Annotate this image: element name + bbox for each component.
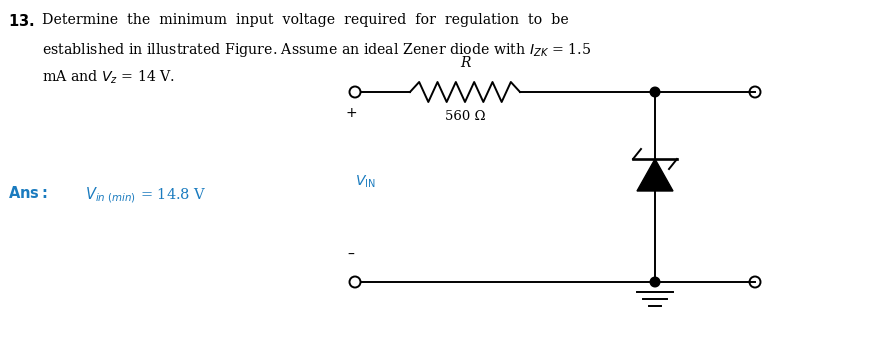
Circle shape bbox=[650, 87, 660, 97]
Text: $\mathbf{Ans:}$: $\mathbf{Ans:}$ bbox=[8, 185, 47, 201]
Circle shape bbox=[650, 277, 660, 287]
Polygon shape bbox=[637, 159, 673, 191]
Text: –: – bbox=[348, 248, 355, 262]
Text: mA and $\mathit{V}_z$ = 14 V.: mA and $\mathit{V}_z$ = 14 V. bbox=[42, 69, 175, 86]
Text: Determine  the  minimum  input  voltage  required  for  regulation  to  be: Determine the minimum input voltage requ… bbox=[42, 13, 569, 27]
Text: R: R bbox=[460, 56, 470, 70]
Text: $\mathit{V}_{in\ (min)}$ = 14.8 V: $\mathit{V}_{in\ (min)}$ = 14.8 V bbox=[85, 185, 207, 205]
Text: 560 Ω: 560 Ω bbox=[445, 110, 485, 123]
Text: $\mathbf{13.}$: $\mathbf{13.}$ bbox=[8, 13, 34, 29]
Text: +: + bbox=[345, 106, 357, 120]
Text: $\mathit{V}_{\mathrm{IN}}$: $\mathit{V}_{\mathrm{IN}}$ bbox=[355, 174, 376, 190]
Text: established in illustrated Figure. Assume an ideal Zener diode with $\mathit{I}_: established in illustrated Figure. Assum… bbox=[42, 41, 591, 59]
